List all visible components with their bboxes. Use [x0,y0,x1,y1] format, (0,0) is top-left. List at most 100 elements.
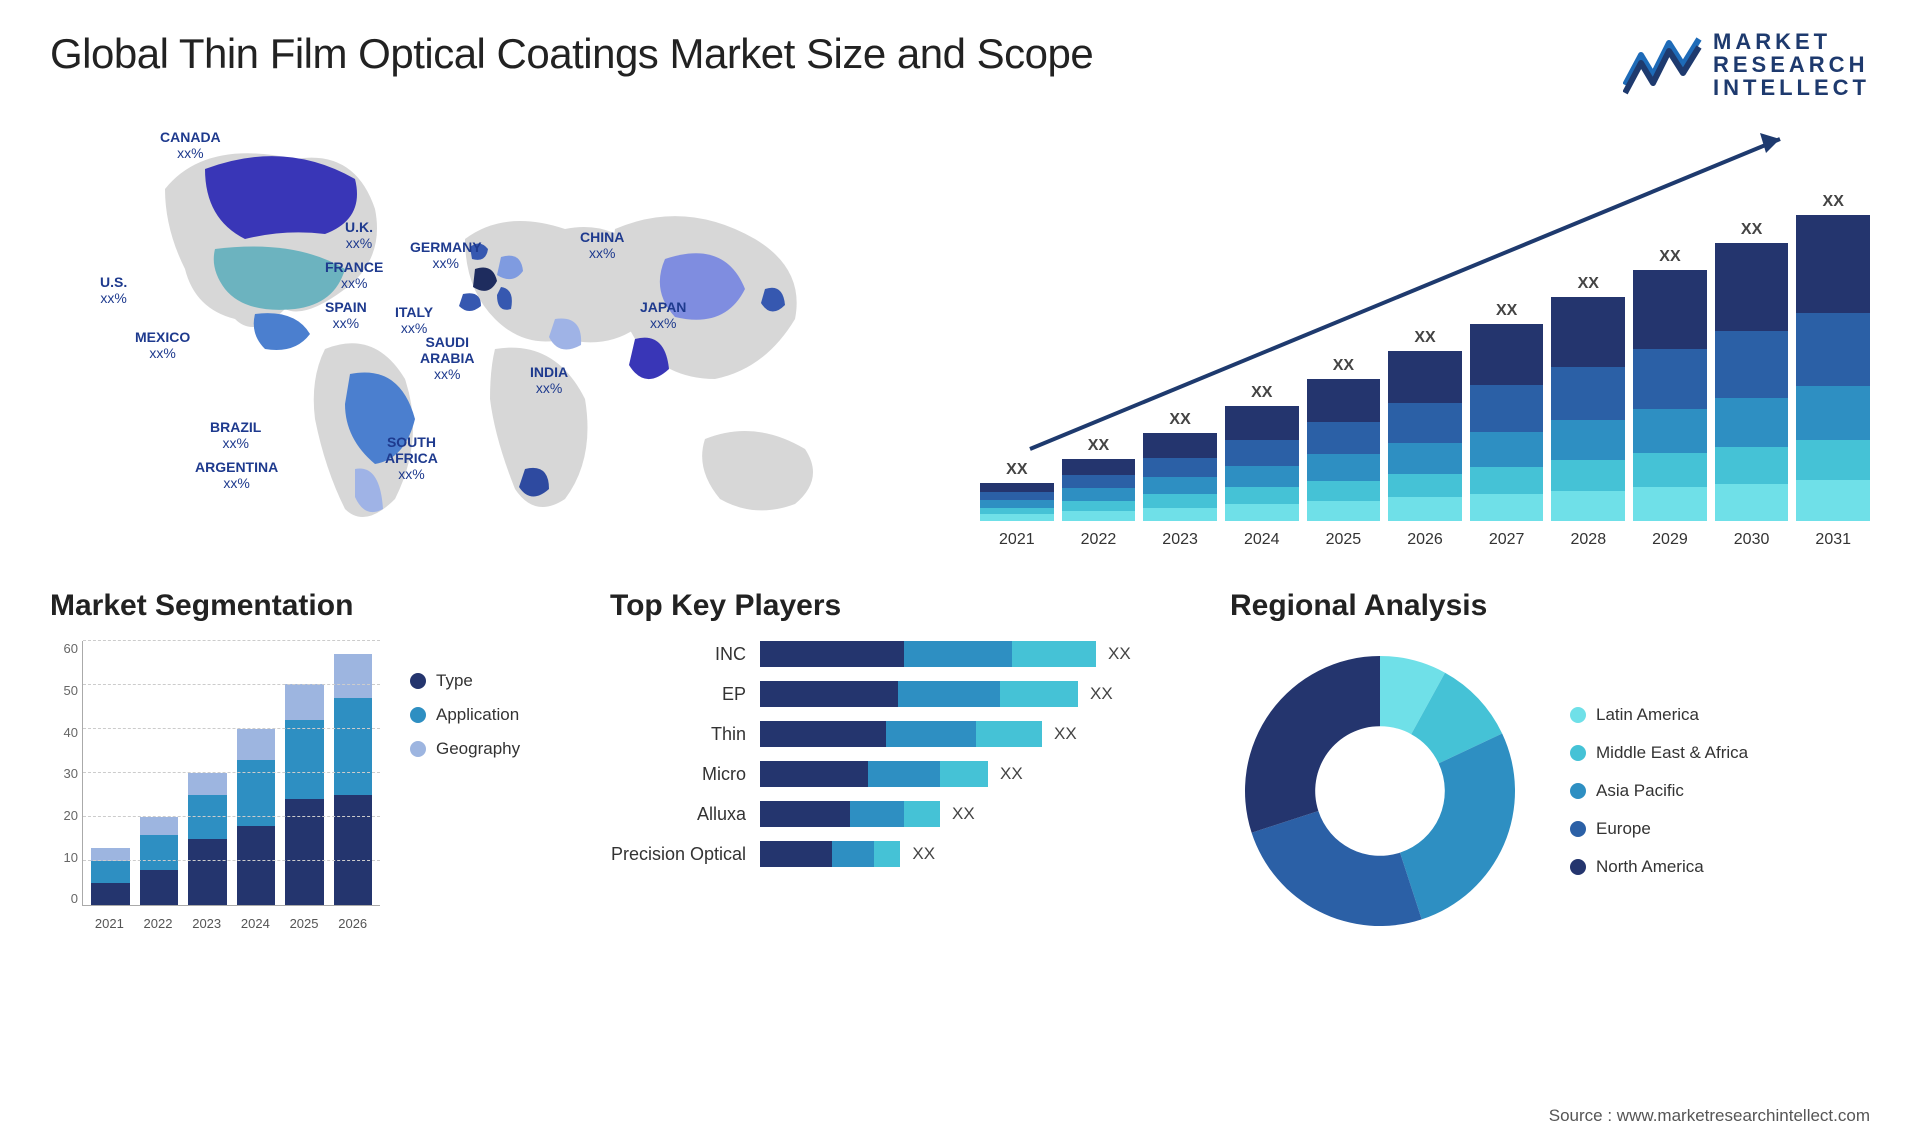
growth-chart: XX XX XX XX XX XX XX XX XX XX XX 2021 2022 2023 2024 2… [980,119,1870,549]
growth-year-label: 2027 [1470,531,1544,549]
seg-ytick: 30 [50,766,78,781]
segmentation-panel: Market Segmentation 0102030405060 202120… [50,589,550,941]
player-value: XX [952,804,975,824]
player-label: INC [610,644,760,665]
growth-year-label: 2023 [1143,531,1217,549]
seg-legend-item: Geography [410,739,520,759]
player-row: EP XX [610,681,1170,707]
seg-ytick: 60 [50,641,78,656]
seg-bar [188,773,227,905]
segmentation-chart: 0102030405060 202120222023202420252026 [50,641,380,931]
growth-bar: XX [1470,302,1544,521]
growth-bar: XX [1388,329,1462,521]
players-panel: Top Key Players INCXXEPXXThinXXMicroXXAl… [610,589,1170,941]
seg-ytick: 50 [50,683,78,698]
player-label: Micro [610,764,760,785]
growth-bar-value: XX [1823,193,1844,211]
map-label: SPAINxx% [325,299,367,331]
seg-xlabel: 2023 [187,916,226,931]
seg-ytick: 10 [50,850,78,865]
map-label: U.S.xx% [100,274,127,306]
logo-line3: INTELLECT [1713,76,1870,99]
growth-bar-value: XX [1496,302,1517,320]
growth-bar-value: XX [1414,329,1435,347]
logo: MARKET RESEARCH INTELLECT [1623,30,1870,99]
growth-year-label: 2029 [1633,531,1707,549]
player-row: Micro XX [610,761,1170,787]
player-label: Alluxa [610,804,760,825]
growth-bar-value: XX [1251,384,1272,402]
regional-panel: Regional Analysis Latin AmericaMiddle Ea… [1230,589,1870,941]
growth-bar: XX [1225,384,1299,522]
players-title: Top Key Players [610,589,1170,623]
logo-line1: MARKET [1713,30,1870,53]
player-value: XX [1000,764,1023,784]
seg-ytick: 20 [50,808,78,823]
map-label: INDIAxx% [530,364,568,396]
growth-year-label: 2022 [1062,531,1136,549]
growth-bar-value: XX [1006,461,1027,479]
map-label: CHINAxx% [580,229,624,261]
map-label: SAUDIARABIAxx% [420,334,474,382]
map-label: U.K.xx% [345,219,373,251]
growth-bar: XX [1062,437,1136,521]
player-label: Precision Optical [610,844,760,865]
logo-line2: RESEARCH [1713,53,1870,76]
seg-bar [285,684,324,905]
player-label: Thin [610,724,760,745]
growth-bar-value: XX [1741,221,1762,239]
growth-year-label: 2030 [1715,531,1789,549]
logo-icon [1623,35,1703,95]
donut-slice [1400,734,1515,920]
growth-bar: XX [1143,411,1217,521]
growth-bar: XX [1633,248,1707,522]
regional-donut [1230,641,1530,941]
player-value: XX [1108,644,1131,664]
player-row: Alluxa XX [610,801,1170,827]
seg-xlabel: 2024 [236,916,275,931]
growth-year-label: 2021 [980,531,1054,549]
seg-xlabel: 2022 [139,916,178,931]
source-text: Source : www.marketresearchintellect.com [1549,1106,1870,1126]
growth-bar: XX [1796,193,1870,521]
player-value: XX [1090,684,1113,704]
donut-slice [1252,811,1422,926]
map-label: CANADAxx% [160,129,221,161]
seg-xlabel: 2025 [285,916,324,931]
world-map: CANADAxx% U.S.xx% MEXICOxx% BRAZILxx% ARGENT… [50,119,940,549]
player-label: EP [610,684,760,705]
regional-legend: Latin America Middle East & Africa Asia Pa… [1570,705,1748,877]
region-legend-item: Asia Pacific [1570,781,1748,801]
growth-bar-value: XX [1088,437,1109,455]
growth-year-label: 2031 [1796,531,1870,549]
seg-legend-item: Application [410,705,520,725]
map-label: MEXICOxx% [135,329,190,361]
map-label: BRAZILxx% [210,419,261,451]
map-label: ARGENTINAxx% [195,459,278,491]
growth-bar: XX [980,461,1054,522]
map-label: GERMANYxx% [410,239,482,271]
growth-bar-value: XX [1578,275,1599,293]
growth-bar: XX [1715,221,1789,522]
seg-bar [334,654,373,906]
map-label: SOUTHAFRICAxx% [385,434,438,482]
seg-bar [91,848,130,905]
player-row: Precision OpticalXX [610,841,1170,867]
region-legend-item: Europe [1570,819,1748,839]
page-title: Global Thin Film Optical Coatings Market… [50,30,1093,78]
growth-year-label: 2028 [1551,531,1625,549]
seg-ytick: 0 [50,891,78,906]
region-legend-item: Latin America [1570,705,1748,725]
region-legend-item: Middle East & Africa [1570,743,1748,763]
segmentation-legend: TypeApplicationGeography [410,641,520,931]
growth-bar: XX [1551,275,1625,521]
growth-year-label: 2026 [1388,531,1462,549]
growth-bar: XX [1307,357,1381,522]
donut-slice [1245,656,1380,833]
growth-year-label: 2024 [1225,531,1299,549]
seg-xlabel: 2026 [333,916,372,931]
growth-bar-value: XX [1659,248,1680,266]
growth-bar-value: XX [1333,357,1354,375]
map-label: ITALYxx% [395,304,433,336]
seg-xlabel: 2021 [90,916,129,931]
